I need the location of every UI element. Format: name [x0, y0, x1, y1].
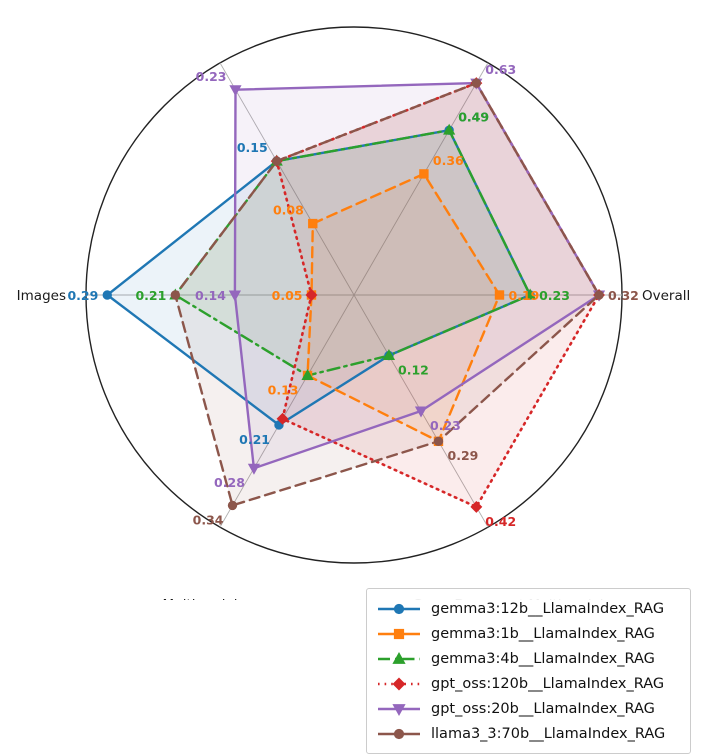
radar-area-4: [234, 83, 599, 469]
axis-label-images: Images: [17, 288, 66, 304]
legend-line-sample-icon: [376, 623, 422, 645]
radar-value-label-2-2: 0.23: [539, 288, 570, 303]
legend-item[interactable]: gpt_oss:120b__LlamaIndex_RAG: [376, 671, 680, 696]
radar-marker-2-3: [382, 349, 396, 361]
legend-item[interactable]: gpt_oss:20b__LlamaIndex_RAG: [376, 696, 680, 721]
legend-line-sample-icon: [376, 648, 422, 670]
radar-area-0: [107, 130, 531, 425]
radar-marker-5-0: [271, 156, 282, 166]
radar-value-label-2-3: 0.12: [398, 362, 429, 377]
radar-spoke-tables: [219, 62, 355, 296]
legend-item[interactable]: gemma3:4b__LlamaIndex_RAG: [376, 646, 680, 671]
radar-value-label-3-3: 0.42: [485, 514, 516, 529]
chart-legend: gemma3:12b__LlamaIndex_RAG gemma3:1b__Lla…: [366, 588, 691, 754]
legend-item-label: gemma3:1b__LlamaIndex_RAG: [431, 625, 655, 642]
legend-item-label: gpt_oss:20b__LlamaIndex_RAG: [431, 700, 655, 717]
radar-spoke-multimodal: [219, 294, 355, 528]
radar-marker-2-1: [443, 123, 456, 135]
axis-label-overall: Overall: [642, 288, 690, 304]
axis-label-multimodal: Multimodal: [162, 597, 237, 600]
radar-marker-0-5: [102, 290, 112, 300]
radar-svg: 0.150.490.210.290.080.360.190.130.050.49…: [17, 26, 690, 600]
legend-line-sample-icon: [376, 673, 422, 695]
radar-marker-1-2: [494, 290, 505, 300]
radar-marker-2-2: [524, 288, 537, 300]
radar-value-label-1-4: 0.13: [268, 382, 299, 397]
radar-marker-5-2: [594, 290, 604, 300]
legend-item-label: gpt_oss:120b__LlamaIndex_RAG: [431, 675, 665, 692]
radar-marker-4-3: [414, 406, 428, 418]
radar-markers: [102, 77, 606, 513]
radar-marker-3-4: [276, 412, 289, 425]
radar-value-label-1-0: 0.08: [273, 203, 304, 218]
radar-value-label-2-5: 0.21: [135, 288, 166, 303]
radar-marker-3-3: [470, 500, 483, 513]
radar-marker-4-5: [228, 290, 241, 302]
radar-value-label-4-1: 0.63: [485, 62, 516, 77]
radar-value-label-5-2: 0.32: [608, 288, 639, 303]
radar-value-labels: 0.150.490.210.290.080.360.190.130.050.49…: [67, 62, 638, 529]
radar-value-label-5-4: 0.34: [193, 512, 224, 527]
radar-marker-2-4: [301, 368, 314, 380]
legend-item[interactable]: gemma3:1b__LlamaIndex_RAG: [376, 621, 680, 646]
legend-line-sample-icon: [376, 598, 422, 620]
radar-area-2: [175, 130, 531, 376]
radar-marker-5-4: [227, 500, 238, 511]
radar-marker-5-5: [170, 290, 181, 300]
radar-marker-1-0: [308, 218, 318, 229]
radar-value-label-0-1: 0.49: [458, 109, 489, 124]
radar-value-label-0-4: 0.21: [239, 432, 270, 447]
radar-value-label-1-2: 0.19: [509, 288, 540, 303]
legend-item-label: llama3_3:70b__LlamaIndex_RAG: [431, 725, 666, 742]
radar-marker-4-4: [247, 463, 261, 475]
radar-value-label-1-1: 0.36: [433, 153, 464, 168]
radar-value-label-2-1: 0.49: [458, 109, 489, 124]
radar-marker-1-1: [419, 169, 429, 179]
radar-value-label-4-3: 0.23: [430, 418, 461, 433]
legend-line-sample-icon: [376, 723, 422, 745]
radar-marker-3-5: [305, 289, 318, 301]
radar-value-label-0-0: 0.15: [237, 140, 268, 155]
radar-value-label-4-0: 0.23: [196, 69, 227, 84]
radar-marker-5-1: [471, 78, 482, 88]
radar-value-label-0-5: 0.29: [67, 288, 98, 303]
legend-line-sample-icon: [376, 698, 422, 720]
radar-area-1: [307, 173, 500, 442]
radar-marker-4-0: [229, 85, 242, 97]
radar-spoke-text-only: [353, 62, 489, 296]
legend-item[interactable]: gemma3:12b__LlamaIndex_RAG: [376, 596, 680, 621]
radar-value-label-5-3: 0.29: [448, 448, 479, 463]
radar-value-label-4-5: 0.14: [195, 288, 226, 303]
radar-value-label-4-4: 0.28: [214, 475, 245, 490]
radar-value-label-1-5: 0.05: [272, 288, 303, 303]
legend-item-label: gemma3:12b__LlamaIndex_RAG: [431, 600, 665, 617]
legend-item[interactable]: llama3_3:70b__LlamaIndex_RAG: [376, 721, 680, 746]
radar-area-5: [175, 83, 600, 506]
legend-item-label: gemma3:4b__LlamaIndex_RAG: [431, 650, 655, 667]
radar-plot-area: 0.15 0.49 0.21 0.29 0.08 0.36 0.19 0.13 0.05 0.49…: [17, 26, 690, 600]
radar-marker-5-3: [433, 436, 444, 447]
